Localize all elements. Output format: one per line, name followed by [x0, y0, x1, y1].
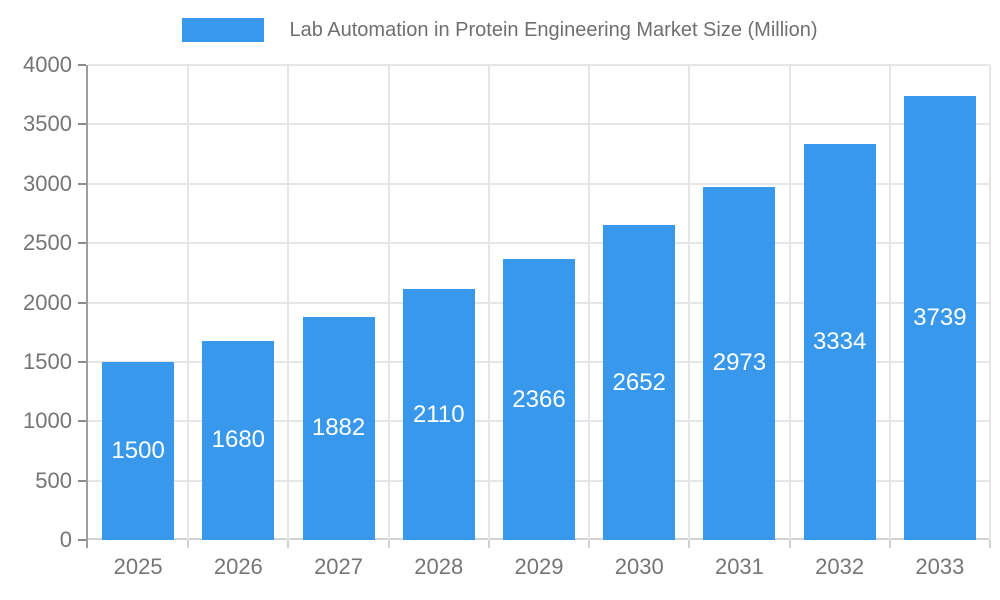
- bar-value-label: 2652: [612, 368, 666, 396]
- y-axis-tick-mark: [78, 242, 86, 245]
- x-axis-tick-label: 2028: [414, 554, 464, 579]
- y-axis-tick-mark: [78, 539, 86, 541]
- x-axis-tick-label: 2033: [915, 554, 965, 579]
- y-axis-tick-label: 2000: [23, 289, 72, 315]
- x-axis-tick-label: 2030: [614, 554, 664, 579]
- y-axis-tick-mark: [78, 64, 86, 66]
- bar-2029[interactable]: 2366: [503, 259, 575, 540]
- x-axis-tick-mark: [788, 540, 791, 548]
- x-axis-tick-mark: [688, 540, 691, 548]
- y-axis-tick-label: 2500: [23, 230, 72, 256]
- bar-2025[interactable]: 1500: [102, 361, 175, 540]
- bar-2030[interactable]: 2652: [603, 225, 676, 540]
- y-axis-tick-label: 500: [35, 467, 72, 493]
- gridline-vertical: [688, 65, 691, 540]
- y-axis-tick-mark: [78, 123, 86, 126]
- bar-value-label: 3739: [913, 303, 967, 331]
- y-axis-line: [86, 65, 88, 548]
- legend[interactable]: Lab Automation in Protein Engineering Ma…: [0, 16, 1000, 44]
- y-axis-tick-label: 1500: [23, 348, 72, 374]
- x-axis-tick-label: 2029: [514, 554, 564, 579]
- gridline-horizontal: [88, 64, 990, 66]
- gridline-horizontal: [88, 182, 990, 185]
- bar-2026[interactable]: 1680: [202, 340, 275, 540]
- gridline-vertical: [588, 65, 591, 540]
- gridline-vertical: [287, 65, 290, 540]
- gridline-vertical: [387, 65, 390, 540]
- legend-label: Lab Automation in Protein Engineering Ma…: [289, 18, 818, 41]
- x-axis-tick-mark: [287, 540, 290, 548]
- x-axis-tick-label: 2027: [314, 554, 364, 579]
- x-axis-tick-mark: [888, 540, 891, 548]
- x-axis-tick-mark: [187, 540, 190, 548]
- bar-2031[interactable]: 2973: [703, 186, 776, 540]
- x-axis-tick-label: 2032: [815, 554, 865, 579]
- bar-value-label: 1680: [211, 426, 266, 454]
- x-axis-tick-mark: [487, 540, 490, 548]
- y-axis-tick-label: 1000: [23, 408, 72, 434]
- gridline-vertical: [788, 65, 791, 540]
- gridline-horizontal: [88, 242, 990, 245]
- y-axis-tick-label: 0: [59, 527, 72, 552]
- bar-value-label: 1882: [311, 414, 366, 442]
- y-axis-tick-mark: [78, 360, 86, 363]
- bar-2032[interactable]: 3334: [803, 144, 876, 540]
- bar-value-label: 2110: [412, 400, 465, 428]
- bar-2027[interactable]: 1882: [302, 316, 375, 540]
- y-axis-tick-label: 3500: [23, 111, 72, 137]
- x-axis-tick-mark: [989, 540, 991, 548]
- bar-2028[interactable]: 2110: [402, 289, 475, 540]
- y-axis-tick-label: 3000: [23, 170, 72, 196]
- gridline-vertical: [187, 65, 190, 540]
- y-axis-tick-mark: [78, 479, 86, 482]
- legend-swatch: [182, 18, 265, 42]
- x-axis-tick-label: 2026: [213, 554, 263, 579]
- y-axis-tick-mark: [78, 301, 86, 304]
- gridline-vertical: [487, 65, 490, 540]
- bar-value-label: 2366: [512, 385, 566, 413]
- gridline-vertical: [989, 65, 991, 540]
- bar-value-label: 1500: [111, 436, 165, 464]
- x-axis-tick-label: 2031: [714, 554, 764, 579]
- gridline-horizontal: [88, 123, 990, 126]
- bar-2033[interactable]: 3739: [903, 95, 976, 540]
- gridline-vertical: [888, 65, 891, 540]
- x-axis-tick-label: 2025: [113, 554, 163, 579]
- y-axis-tick-mark: [78, 420, 86, 423]
- y-axis-tick-label: 4000: [23, 52, 72, 77]
- x-axis-tick-mark: [387, 540, 390, 548]
- plot-area: 1500 1680 1882 2110 2366 2652 2973 3334 3739: [86, 64, 991, 548]
- bar-value-label: 3334: [812, 328, 867, 356]
- y-axis-tick-mark: [78, 182, 86, 185]
- bar-value-label: 2973: [712, 349, 767, 377]
- x-axis-tick-mark: [588, 540, 591, 548]
